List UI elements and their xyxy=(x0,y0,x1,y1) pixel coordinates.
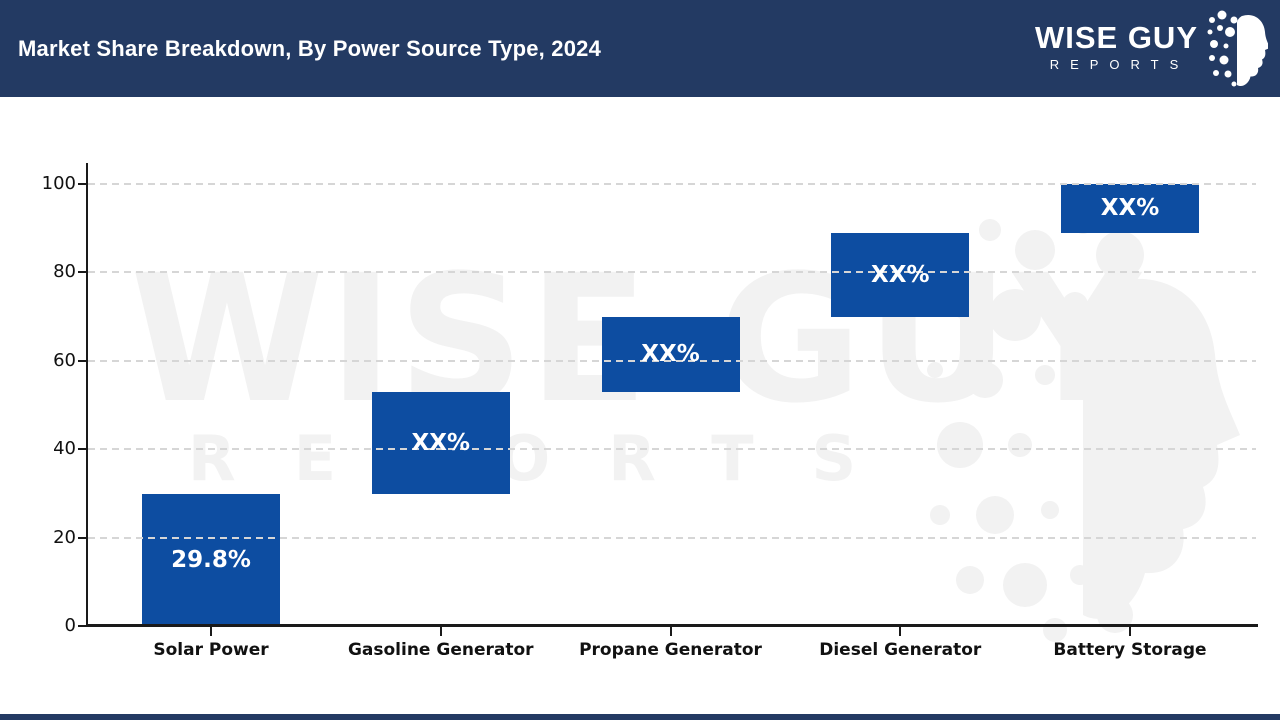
x-tick-mark-diesel-generator xyxy=(899,627,902,636)
footer-bar xyxy=(0,714,1280,720)
y-tick-mark-20 xyxy=(78,536,87,539)
x-category-label-diesel-generator: Diesel Generator xyxy=(819,640,982,660)
y-tick-mark-60 xyxy=(78,359,87,362)
gridline-80 xyxy=(88,271,1256,274)
logo-reports-text: REPORTS xyxy=(1049,57,1190,72)
bar-solar-power xyxy=(142,494,280,626)
gridline-40 xyxy=(88,448,1256,451)
x-category-label-gasoline-generator: Gasoline Generator xyxy=(347,640,534,660)
logo-wise-guy-text: WISE GUY xyxy=(1034,20,1198,55)
gridline-60 xyxy=(88,359,1256,362)
bar-value-label-battery-storage: XX% xyxy=(1100,195,1160,222)
bar-value-label-gasoline-generator: XX% xyxy=(411,430,470,456)
x-category-label-solar-power: Solar Power xyxy=(153,640,269,660)
bar-battery-storage xyxy=(1061,184,1199,233)
bar-propane-generator xyxy=(601,316,740,392)
x-category-label-propane-generator: Propane Generator xyxy=(579,640,762,660)
logo-text: WISE GUY REPORTS xyxy=(1035,20,1198,72)
y-tick-mark-40 xyxy=(78,448,87,451)
wise-guy-logo: WISE GUY REPORTS xyxy=(1006,6,1268,92)
bar-value-label-solar-power: 29.8% xyxy=(171,547,251,574)
y-tick-label-40: 40 xyxy=(53,438,76,460)
x-tick-mark-solar-power xyxy=(210,627,212,636)
y-tick-mark-0 xyxy=(78,625,87,627)
y-tick-mark-80 xyxy=(78,271,87,274)
y-tick-label-20: 20 xyxy=(53,526,76,548)
bar-value-label-propane-generator: XX% xyxy=(641,341,700,368)
x-tick-mark-gasoline-generator xyxy=(439,627,442,636)
x-axis-line xyxy=(86,624,1258,627)
bar-value-label-diesel-generator: XX% xyxy=(870,261,930,288)
x-tick-mark-battery-storage xyxy=(1129,627,1131,636)
y-axis-line xyxy=(86,163,88,627)
x-category-label-battery-storage: Battery Storage xyxy=(1053,640,1207,660)
bar-diesel-generator xyxy=(831,232,970,317)
header-bar: Market Share Breakdown, By Power Source … xyxy=(0,0,1280,97)
gridline-100 xyxy=(88,183,1256,185)
watermark-reports-text: REPORTS xyxy=(188,422,915,495)
x-tick-mark-propane-generator xyxy=(669,627,672,636)
y-tick-label-0: 0 xyxy=(64,615,76,636)
y-tick-label-60: 60 xyxy=(53,349,76,371)
y-tick-label-100: 100 xyxy=(41,173,76,194)
logo-dotted-head-icon xyxy=(1207,10,1268,87)
chart-title: Market Share Breakdown, By Power Source … xyxy=(18,35,602,61)
bar-gasoline-generator xyxy=(371,391,510,495)
y-tick-label-80: 80 xyxy=(53,261,76,283)
y-tick-mark-100 xyxy=(78,183,87,185)
gridline-20 xyxy=(88,536,1256,539)
